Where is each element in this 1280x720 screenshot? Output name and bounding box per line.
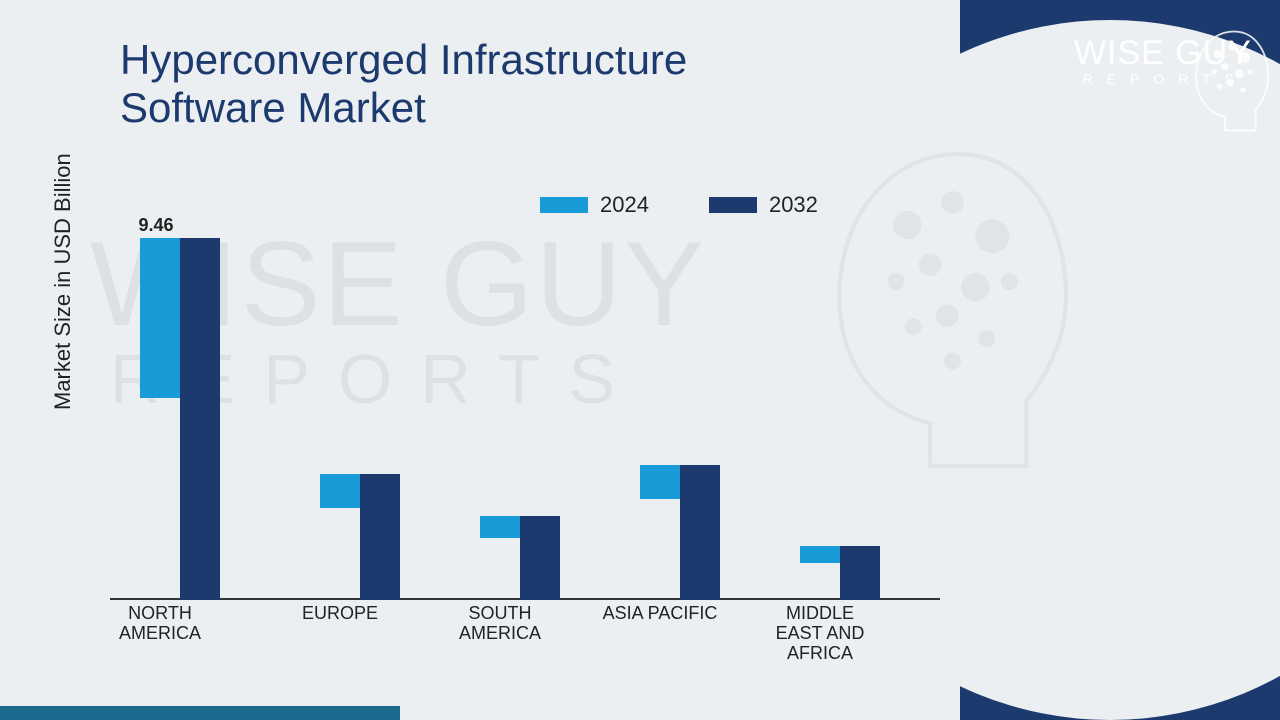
brand-logo: WISE GUY REPORTS bbox=[1074, 34, 1252, 87]
x-axis-labels: NORTH AMERICAEUROPESOUTH AMERICAASIA PAC… bbox=[110, 604, 940, 704]
brain-head-icon bbox=[1180, 26, 1270, 136]
bar-group: 9.46 bbox=[120, 238, 240, 600]
legend: 2024 2032 bbox=[540, 192, 818, 218]
chart-title: Hyperconverged Infrastructure Software M… bbox=[120, 36, 820, 133]
legend-label-2032: 2032 bbox=[769, 192, 818, 218]
bar-2032 bbox=[680, 465, 720, 600]
bar-2024: 9.46 bbox=[140, 238, 180, 397]
bar-chart: 9.46 bbox=[110, 230, 940, 600]
legend-item-2032: 2032 bbox=[709, 192, 818, 218]
bar-2024 bbox=[640, 465, 680, 499]
x-tick-label: NORTH AMERICA bbox=[100, 604, 220, 644]
bar-2032 bbox=[180, 238, 220, 600]
legend-item-2024: 2024 bbox=[540, 192, 649, 218]
bar-2032 bbox=[520, 516, 560, 600]
bar-2024 bbox=[800, 546, 840, 563]
bottom-accent-bar bbox=[0, 706, 400, 720]
bar-group bbox=[460, 516, 580, 600]
bar-group bbox=[620, 465, 740, 600]
page-root: WISE GUY REPORTS Hyperconverged Infrastr… bbox=[0, 0, 1280, 720]
x-tick-label: EUROPE bbox=[280, 604, 400, 624]
legend-label-2024: 2024 bbox=[600, 192, 649, 218]
bar-group bbox=[780, 546, 900, 600]
bar-group bbox=[300, 474, 420, 600]
x-tick-label: ASIA PACIFIC bbox=[600, 604, 720, 624]
bar-2032 bbox=[360, 474, 400, 600]
legend-swatch-2032 bbox=[709, 197, 757, 213]
x-tick-label: MIDDLE EAST AND AFRICA bbox=[760, 604, 880, 663]
bar-value-label: 9.46 bbox=[136, 215, 176, 236]
bar-2024 bbox=[480, 516, 520, 538]
y-axis-label: Market Size in USD Billion bbox=[50, 153, 76, 410]
bar-2032 bbox=[840, 546, 880, 600]
legend-swatch-2024 bbox=[540, 197, 588, 213]
bar-2024 bbox=[320, 474, 360, 508]
x-tick-label: SOUTH AMERICA bbox=[440, 604, 560, 644]
